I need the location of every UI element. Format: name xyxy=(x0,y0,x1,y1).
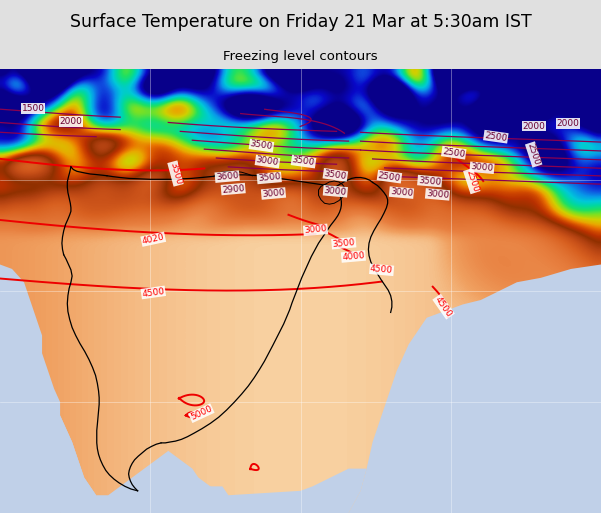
Polygon shape xyxy=(349,265,601,513)
Text: 3000: 3000 xyxy=(261,188,285,199)
Polygon shape xyxy=(60,416,367,513)
Text: 2000: 2000 xyxy=(522,122,545,130)
Text: 2500: 2500 xyxy=(377,171,401,183)
Text: 3000: 3000 xyxy=(304,224,328,235)
Text: 4500: 4500 xyxy=(370,264,394,275)
Text: 2500: 2500 xyxy=(442,147,466,159)
Text: 4000: 4000 xyxy=(341,251,365,262)
Text: 5000: 5000 xyxy=(189,404,214,422)
Text: 2000: 2000 xyxy=(557,119,579,128)
Text: 2500: 2500 xyxy=(464,169,480,193)
Text: 2500: 2500 xyxy=(526,142,542,167)
Text: 3500: 3500 xyxy=(249,140,273,152)
Text: 3500: 3500 xyxy=(332,238,356,249)
Text: 3000: 3000 xyxy=(323,186,347,197)
Text: 3500: 3500 xyxy=(257,172,281,184)
Polygon shape xyxy=(204,486,228,504)
Text: Freezing level contours: Freezing level contours xyxy=(223,50,378,63)
Text: 3000: 3000 xyxy=(389,187,413,198)
Text: 3500: 3500 xyxy=(168,161,183,186)
Text: 4500: 4500 xyxy=(433,294,454,319)
Text: Surface Temperature on Friday 21 Mar at 5:30am IST: Surface Temperature on Friday 21 Mar at … xyxy=(70,13,531,31)
Text: 3500: 3500 xyxy=(291,155,316,168)
Text: 3000: 3000 xyxy=(426,189,450,200)
Text: 4020: 4020 xyxy=(141,232,165,246)
Text: 2500: 2500 xyxy=(484,131,508,143)
Text: 3500: 3500 xyxy=(323,169,347,181)
Text: 2000: 2000 xyxy=(59,117,82,126)
Text: 3000: 3000 xyxy=(255,155,279,168)
Text: 1500: 1500 xyxy=(22,104,44,113)
Text: 3500: 3500 xyxy=(418,175,442,187)
Text: 3600: 3600 xyxy=(215,171,239,182)
Text: 2900: 2900 xyxy=(221,184,245,194)
Text: 3000: 3000 xyxy=(470,162,494,173)
Polygon shape xyxy=(0,265,96,513)
Text: 4500: 4500 xyxy=(141,286,165,299)
